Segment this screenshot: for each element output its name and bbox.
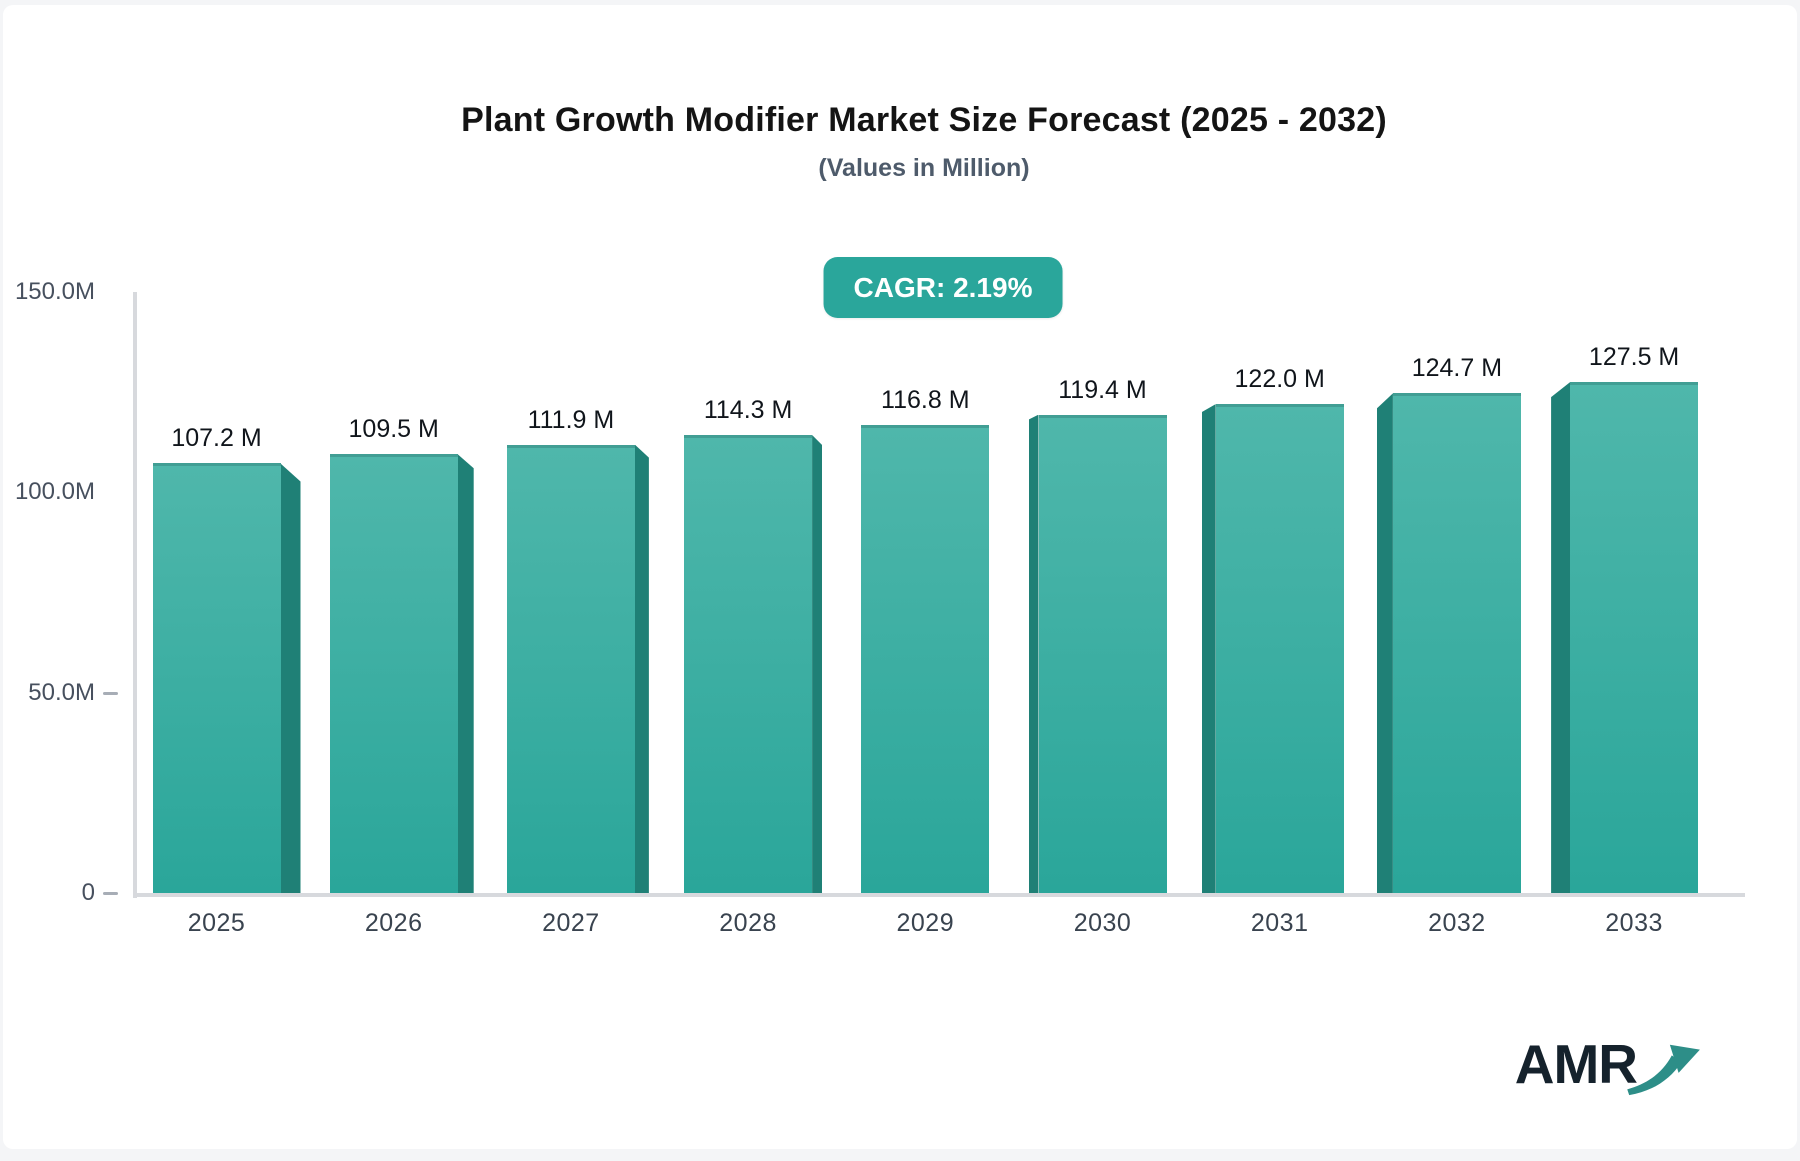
- bar-value-label-2030: 119.4 M: [1058, 375, 1147, 404]
- y-axis-label-50: 50.0M: [28, 678, 95, 706]
- bar-side-face: [812, 435, 823, 893]
- x-axis-label-2029: 2029: [896, 909, 955, 937]
- bar-value-label-2026: 109.5 M: [348, 415, 439, 444]
- x-axis-label-2033: 2033: [1605, 909, 1663, 937]
- bar-2028: [684, 435, 813, 893]
- bar-chart: 150.0M 100.0M 50.0M 0 107.2 M 2025 109.5 M 2026…: [3, 5, 1800, 1161]
- bar-side-face: [1028, 414, 1039, 893]
- y-axis-tick-dash: [103, 691, 118, 695]
- bar-side-face: [280, 463, 301, 893]
- y-axis-line: [133, 292, 137, 898]
- bar-side-face: [1551, 382, 1571, 893]
- cagr-badge-label: CAGR: 2.19%: [853, 271, 1033, 303]
- bar-2025: [152, 463, 281, 893]
- amr-logo-text: AMR: [1514, 1033, 1638, 1095]
- bar-value-label-2029: 116.8 M: [881, 386, 970, 415]
- amr-logo: AMR: [1515, 1035, 1705, 1115]
- amr-logo-arrow-icon: [1627, 1044, 1700, 1096]
- y-axis-label-100: 100.0M: [14, 478, 95, 506]
- chart-subtitle: (Values in Million): [818, 154, 1030, 182]
- bar-value-label-2032: 124.7 M: [1411, 354, 1503, 383]
- x-axis-label-2028: 2028: [719, 909, 777, 937]
- x-axis-line: [133, 893, 1745, 897]
- bar-2029: [861, 425, 990, 893]
- bar-side-face: [1201, 404, 1216, 893]
- bar-side-face: [634, 444, 649, 893]
- x-axis-label-2027: 2027: [542, 909, 600, 937]
- y-axis-label-150: 150.0M: [14, 278, 95, 305]
- y-axis-label-0: 0: [81, 879, 95, 906]
- x-axis-label-2030: 2030: [1073, 909, 1132, 937]
- bar-value-label-2025: 107.2 M: [171, 424, 262, 453]
- bar-2031: [1215, 404, 1344, 893]
- bar-value-label-2031: 122.0 M: [1234, 365, 1325, 394]
- x-axis-label-2026: 2026: [364, 909, 423, 937]
- x-axis-label-2032: 2032: [1428, 909, 1486, 937]
- bar-value-label-2033: 127.5 M: [1588, 343, 1680, 372]
- bar-2027: [506, 444, 635, 893]
- chart-title: Plant Growth Modifier Market Size Foreca…: [461, 101, 1387, 139]
- cagr-badge: CAGR: 2.19%: [823, 257, 1063, 318]
- x-axis-label-2031: 2031: [1250, 909, 1309, 937]
- bar-2026: [329, 454, 458, 893]
- bar-2032: [1392, 393, 1521, 893]
- bar-side-face: [1376, 393, 1393, 893]
- bar-2033: [1570, 382, 1699, 893]
- x-axis-label-2025: 2025: [187, 909, 246, 937]
- bar-2030: [1038, 414, 1167, 893]
- bar-value-label-2027: 111.9 M: [527, 405, 615, 434]
- y-axis-tick-dash: [103, 892, 118, 895]
- bar-value-label-2028: 114.3 M: [703, 396, 793, 425]
- bar-side-face: [457, 454, 474, 893]
- chart-card: Plant Growth Modifier Market Size Foreca…: [3, 5, 1797, 1149]
